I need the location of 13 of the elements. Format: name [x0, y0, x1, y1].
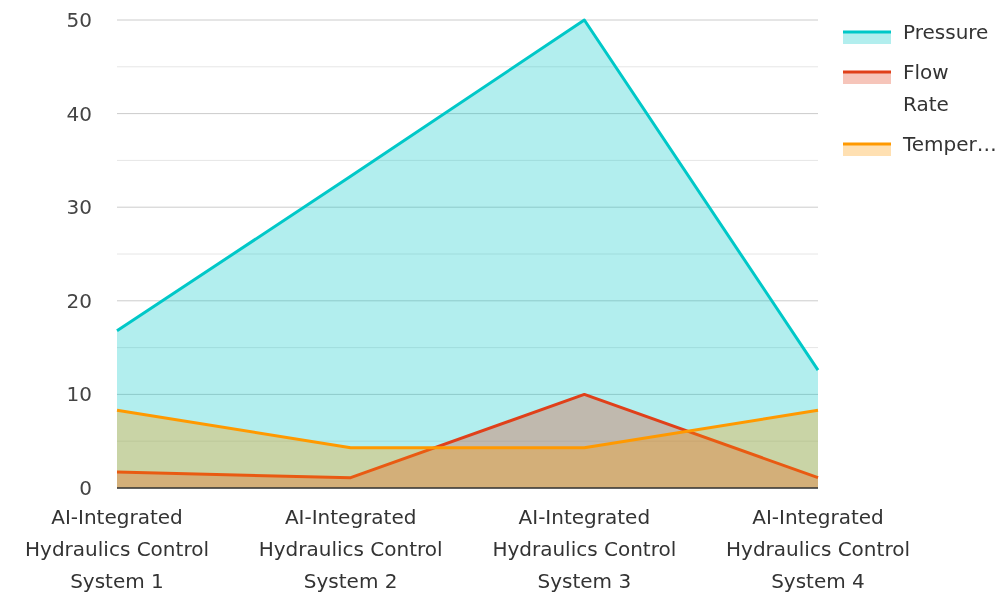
legend-label: Pressure: [903, 20, 989, 44]
x-tick-label: AI-Integrated Hydraulics Control System 4: [726, 505, 910, 593]
y-tick-label: 30: [66, 195, 92, 220]
x-tick-label: AI-Integrated Hydraulics Control System 3: [492, 505, 677, 593]
x-tick-label: AI-Integrated Hydraulics Control System 1: [25, 505, 209, 593]
y-tick-label: 50: [66, 8, 92, 32]
legend-label: Temper…: [902, 132, 997, 156]
legend-label: Flow Rate: [903, 60, 949, 116]
y-tick-label: 20: [66, 288, 92, 313]
y-tick-label: 40: [66, 101, 92, 126]
y-tick-label: 10: [66, 382, 92, 407]
y-tick-label: 0: [79, 476, 92, 500]
x-tick-label: AI-Integrated Hydraulics Control System 2: [258, 505, 443, 593]
